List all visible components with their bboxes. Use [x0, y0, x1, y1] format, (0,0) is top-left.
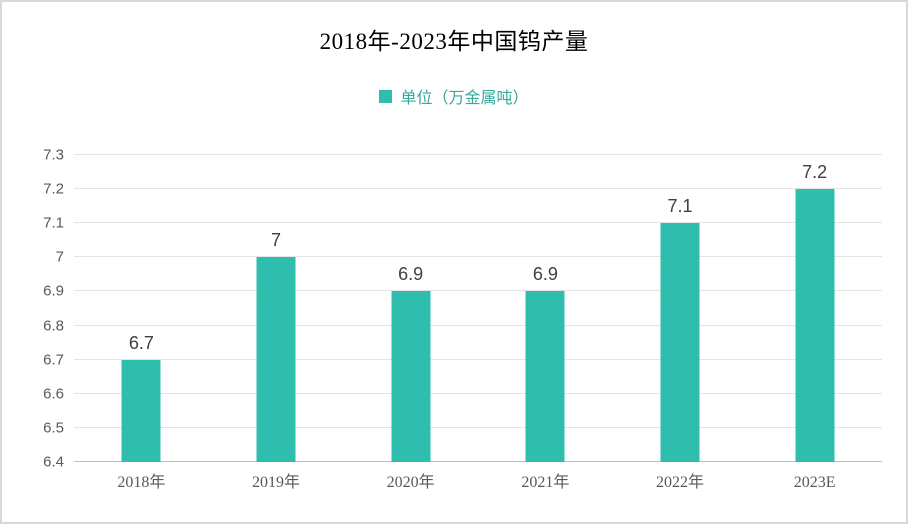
gridline — [74, 256, 882, 258]
x-tick-label: 2020年 — [386, 474, 435, 491]
legend: 单位（万金属吨） — [2, 84, 906, 108]
bar-value-label: 7.2 — [802, 162, 828, 183]
y-tick-label: 7.3 — [43, 146, 64, 164]
plot-area: 6.7 2018年 7 2019年 6.9 2020年 6.9 2021年 7.1 2022年 7.… — [74, 154, 882, 491]
gridline — [74, 154, 882, 155]
x-tick-label: 2019年 — [251, 474, 301, 491]
y-tick-label: 6.8 — [43, 317, 64, 335]
x-tick-label: 2021年 — [521, 474, 570, 491]
bar-slot: 6.7 2018年 — [74, 155, 209, 491]
gridline — [74, 222, 882, 224]
y-tick-label: 6.5 — [43, 419, 64, 437]
gridline — [74, 358, 882, 360]
bar-value-label: 6.7 — [128, 332, 154, 353]
bar-2022年 — [660, 223, 700, 462]
bar-2021年 — [525, 291, 565, 462]
x-axis-line — [74, 461, 882, 462]
gridline — [74, 290, 882, 292]
y-tick-label: 6.6 — [43, 385, 64, 403]
x-tick-label: 2022年 — [656, 474, 705, 491]
bar-slot: 6.9 2020年 — [343, 155, 478, 490]
gridline — [74, 324, 882, 326]
legend-swatch — [379, 89, 393, 103]
bar-slot: 7.2 2023E — [747, 155, 882, 490]
bar-2019年 — [256, 257, 296, 462]
bar-value-label: 7.1 — [667, 196, 693, 217]
bar-value-label: 7 — [270, 230, 282, 251]
bar-2023E — [795, 189, 835, 462]
y-tick-label: 7.2 — [43, 180, 64, 198]
bar-2018年 — [121, 359, 161, 462]
y-axis: 6.4 6.5 6.6 6.7 6.8 6.9 7 7.1 7.2 7.3 — [2, 148, 64, 470]
y-tick-label: 6.9 — [43, 282, 64, 300]
gridline — [74, 392, 882, 394]
bars: 6.7 2018年 7 2019年 6.9 2020年 6.9 2021年 7.1 2022年 7.… — [74, 155, 882, 491]
chart-title: 2018年-2023年中国钨产量 — [319, 29, 589, 54]
bar-value-label: 6.9 — [398, 264, 424, 285]
y-tick-label: 7.1 — [43, 214, 64, 232]
gridline — [74, 426, 882, 428]
y-tick-label: 6.4 — [43, 453, 64, 471]
bar-2020年 — [391, 291, 431, 462]
bar-slot: 7.1 2022年 — [613, 155, 748, 490]
x-tick-label: 2023E — [793, 474, 836, 491]
gridline — [74, 188, 882, 190]
y-tick-label: 7 — [55, 248, 64, 266]
bar-slot: 7 2019年 — [209, 155, 344, 490]
legend-label: 单位（万金属吨） — [400, 90, 529, 107]
y-tick-label: 6.7 — [43, 351, 64, 369]
x-tick-label: 2018年 — [117, 474, 166, 491]
bar-slot: 6.9 2021年 — [478, 155, 613, 490]
bar-value-label: 6.9 — [532, 264, 558, 285]
